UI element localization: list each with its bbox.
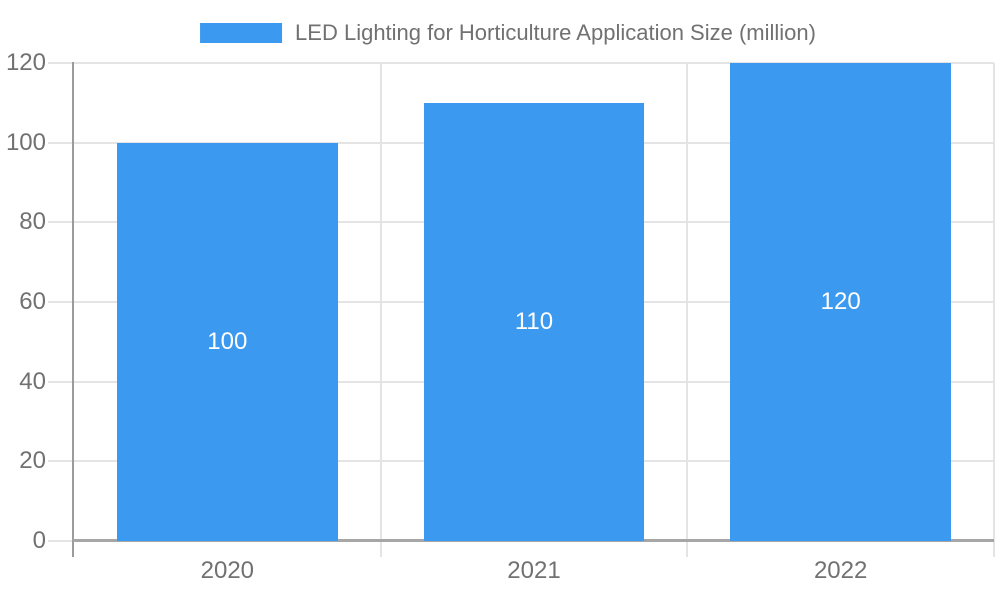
gridline	[48, 62, 994, 64]
legend-label: LED Lighting for Horticulture Applicatio…	[295, 20, 816, 45]
x-tick-label: 2020	[200, 557, 255, 584]
bar-2022[interactable]: 120	[730, 63, 952, 541]
bar-data-label: 100	[207, 327, 248, 355]
bar-2020[interactable]: 100	[116, 142, 338, 541]
y-tick-label: 40	[19, 367, 46, 395]
y-axis-line	[72, 62, 74, 557]
y-tick-label: 20	[19, 447, 46, 475]
bar-data-label: 110	[514, 307, 554, 335]
bar-2021[interactable]: 110	[423, 102, 645, 541]
vertical-gridline	[993, 63, 995, 557]
y-tick-label: 80	[19, 208, 46, 236]
vertical-gridline	[686, 63, 689, 557]
vertical-gridline	[379, 63, 382, 557]
y-tick-label: 60	[19, 288, 46, 315]
y-tick-label: 120	[5, 49, 46, 76]
y-tick-label: 0	[32, 527, 46, 554]
legend-swatch	[200, 23, 283, 43]
bar-data-label: 120	[820, 288, 861, 315]
plot-area: 100 110 120	[74, 63, 994, 541]
x-tick-label: 2022	[813, 557, 868, 584]
legend-item[interactable]: LED Lighting for Horticulture Applicatio…	[200, 20, 816, 46]
y-tick-label: 100	[5, 128, 46, 156]
x-tick-label: 2021	[507, 557, 561, 584]
